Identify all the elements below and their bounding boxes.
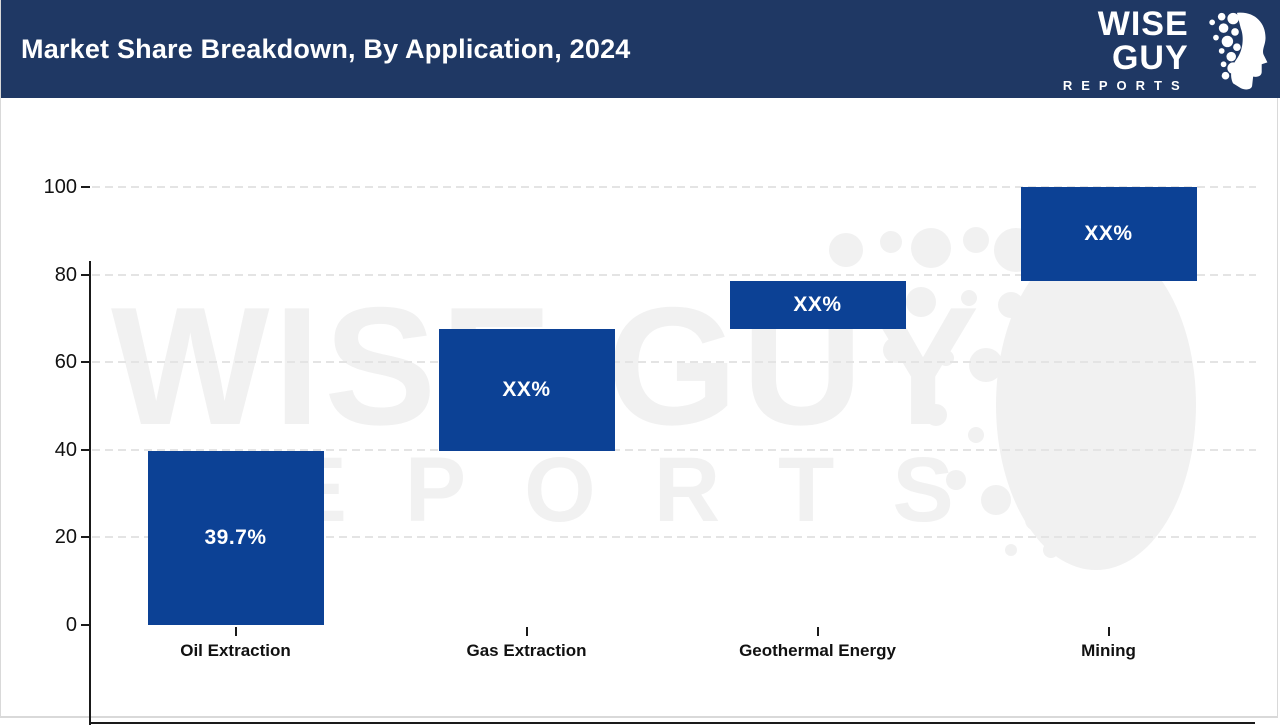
x-category-label: Mining (1081, 641, 1136, 660)
page-title: Market Share Breakdown, By Application, … (21, 33, 631, 64)
y-tick-label-60: 60 (54, 351, 77, 374)
y-tick-label-80: 80 (54, 263, 77, 286)
gridline-y20 (92, 536, 1256, 539)
gridline-y100 (92, 186, 1256, 188)
y-tick-label-0: 0 (65, 614, 77, 636)
logo-text-line1: WISE GUY (1097, 5, 1189, 77)
x-category-label: Geothermal Energy (739, 641, 896, 660)
y-tick-60 (81, 361, 90, 364)
bar-geothermal-energy: XX% (729, 280, 906, 329)
bar-mining: XX% (1020, 187, 1197, 281)
bar-value-label: XX% (793, 292, 842, 316)
bar-value-label: XX% (1084, 221, 1133, 245)
chart-plot-area: 0 20 40 60 80 100 39.7% XX% XX% XX% Oil Extracti… (1, 98, 1280, 725)
bar-oil-extraction: 39.7% (147, 451, 324, 625)
gridline-y80 (92, 273, 1256, 276)
x-tick-3 (1107, 627, 1110, 636)
x-category-label: Gas Extraction (466, 641, 587, 660)
bar-value-label: 39.7% (204, 526, 267, 550)
x-axis-line (89, 722, 1255, 724)
x-tick-0 (234, 627, 237, 636)
logo-text-line2: REPORTS (1062, 78, 1189, 93)
y-tick-100 (81, 186, 90, 188)
y-tick-label-40: 40 (54, 438, 77, 461)
y-tick-label-20: 20 (54, 526, 77, 549)
watermark-face-icon (829, 227, 1196, 570)
bar-value-label: XX% (502, 378, 551, 401)
logo: WISE GUY REPORTS (1019, 6, 1269, 94)
x-tick-1 (525, 627, 528, 636)
y-tick-label-100: 100 (43, 176, 77, 198)
gridline-y60 (92, 361, 1256, 364)
y-tick-20 (81, 536, 90, 539)
y-tick-80 (81, 273, 90, 276)
gridline-y40 (92, 448, 1256, 451)
bar-gas-extraction: XX% (438, 328, 615, 452)
x-tick-2 (816, 627, 819, 636)
x-category-label: Oil Extraction (180, 641, 291, 660)
y-tick-0 (81, 624, 90, 626)
y-axis-line (89, 261, 91, 725)
header-bar: Market Share Breakdown, By Application, … (1, 0, 1280, 98)
y-tick-40 (81, 448, 90, 451)
logo-face-icon (1208, 12, 1268, 90)
